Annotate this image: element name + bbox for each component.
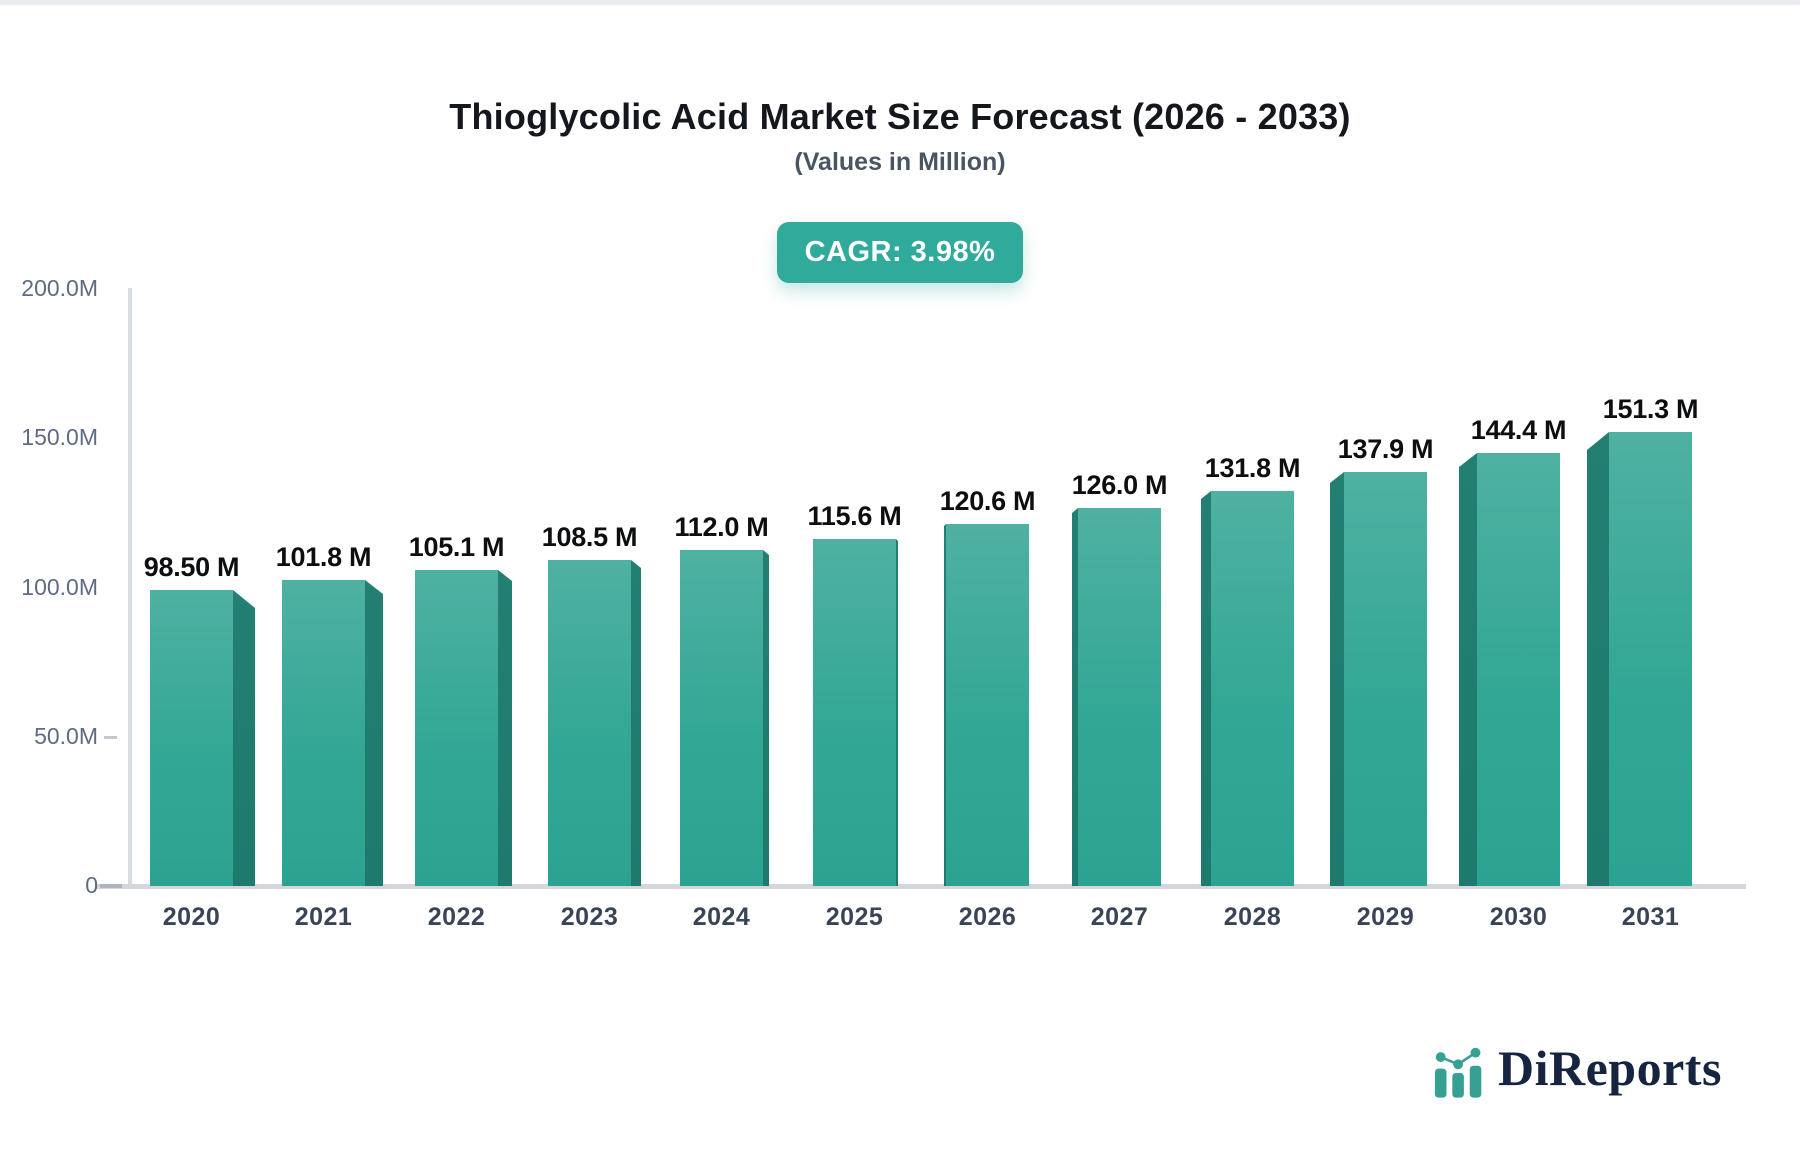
chart-title: Thioglycolic Acid Market Size Forecast (… bbox=[449, 96, 1351, 137]
x-tick-label-2030: 2030 bbox=[1489, 903, 1548, 931]
cagr-badge: CAGR: 3.98% bbox=[776, 222, 1024, 283]
bar-side-shadow bbox=[1587, 432, 1609, 886]
direports-logo: DiReports bbox=[1432, 1038, 1722, 1104]
bar-side-shadow bbox=[233, 590, 255, 886]
bar-value-label: 108.5 M bbox=[541, 522, 638, 552]
bar-2023 bbox=[548, 560, 631, 886]
bar-2029 bbox=[1344, 472, 1427, 886]
bar-2025 bbox=[813, 539, 896, 886]
bar-2027 bbox=[1078, 508, 1161, 886]
chart-subtitle: (Values in Million) bbox=[794, 148, 1006, 176]
x-tick-label-2031: 2031 bbox=[1621, 903, 1680, 931]
x-tick-label-2029: 2029 bbox=[1356, 903, 1415, 931]
bar-side-shadow bbox=[498, 570, 512, 886]
x-tick-label-2021: 2021 bbox=[294, 903, 353, 931]
bar-value-label: 144.4 M bbox=[1470, 415, 1567, 445]
bar-value-label: 126.0 M bbox=[1071, 470, 1168, 500]
bar-2028 bbox=[1211, 491, 1294, 886]
x-tick-label-2024: 2024 bbox=[692, 903, 751, 931]
page-top-border bbox=[0, 0, 1800, 5]
y-tick-label: 150.0M bbox=[21, 424, 98, 451]
bar-side-shadow bbox=[763, 550, 769, 886]
bar-value-label: 112.0 M bbox=[674, 512, 769, 542]
x-tick-label-2027: 2027 bbox=[1090, 903, 1149, 931]
bar-value-label: 131.8 M bbox=[1204, 453, 1301, 483]
x-tick-label-2022: 2022 bbox=[427, 903, 486, 931]
bar-side-shadow bbox=[1459, 453, 1477, 886]
bar-2031 bbox=[1609, 432, 1692, 886]
bar-value-label: 137.9 M bbox=[1337, 434, 1434, 464]
mini-bar-chart-icon bbox=[1434, 1047, 1482, 1098]
bar-value-label: 98.50 M bbox=[143, 552, 240, 582]
bar-side-shadow bbox=[365, 580, 383, 886]
bar-value-label: 115.6 M bbox=[807, 501, 902, 531]
y-tick-label: 50.0M bbox=[34, 722, 98, 749]
y-tick-label: 200.0M bbox=[21, 275, 98, 301]
y-tick-mark bbox=[100, 884, 122, 888]
bar-side-shadow bbox=[1330, 472, 1344, 886]
bar-value-label: 105.1 M bbox=[408, 532, 505, 562]
bar-side-shadow bbox=[1201, 491, 1211, 886]
y-tick-label: 100.0M bbox=[21, 573, 98, 600]
y-tick-mark bbox=[104, 735, 117, 739]
bar-2022 bbox=[415, 570, 498, 886]
x-tick-label-2023: 2023 bbox=[560, 903, 619, 931]
y-axis-line bbox=[128, 288, 132, 887]
x-tick-label-2020: 2020 bbox=[162, 903, 221, 931]
bar-value-label: 101.8 M bbox=[275, 542, 372, 572]
logo-text: DiReports bbox=[1498, 1040, 1722, 1096]
bar-2020 bbox=[150, 590, 233, 886]
bar-side-shadow bbox=[631, 560, 641, 886]
cagr-badge-wrap: CAGR: 3.98% bbox=[0, 222, 1800, 283]
bar-side-shadow bbox=[896, 539, 898, 886]
bar-2021 bbox=[282, 580, 365, 886]
bar-2026 bbox=[946, 524, 1029, 886]
x-axis-line bbox=[96, 884, 1746, 889]
bar-side-shadow bbox=[1072, 508, 1078, 886]
bar-side-shadow bbox=[944, 524, 946, 886]
bar-2030 bbox=[1477, 453, 1560, 886]
x-tick-label-2026: 2026 bbox=[958, 903, 1017, 931]
bar-value-label: 151.3 M bbox=[1602, 394, 1699, 424]
y-tick-label: 0 bbox=[85, 872, 98, 898]
x-tick-label-2028: 2028 bbox=[1223, 903, 1282, 931]
bar-2024 bbox=[680, 550, 763, 886]
x-tick-label-2025: 2025 bbox=[825, 903, 884, 931]
bar-value-label: 120.6 M bbox=[939, 486, 1036, 516]
